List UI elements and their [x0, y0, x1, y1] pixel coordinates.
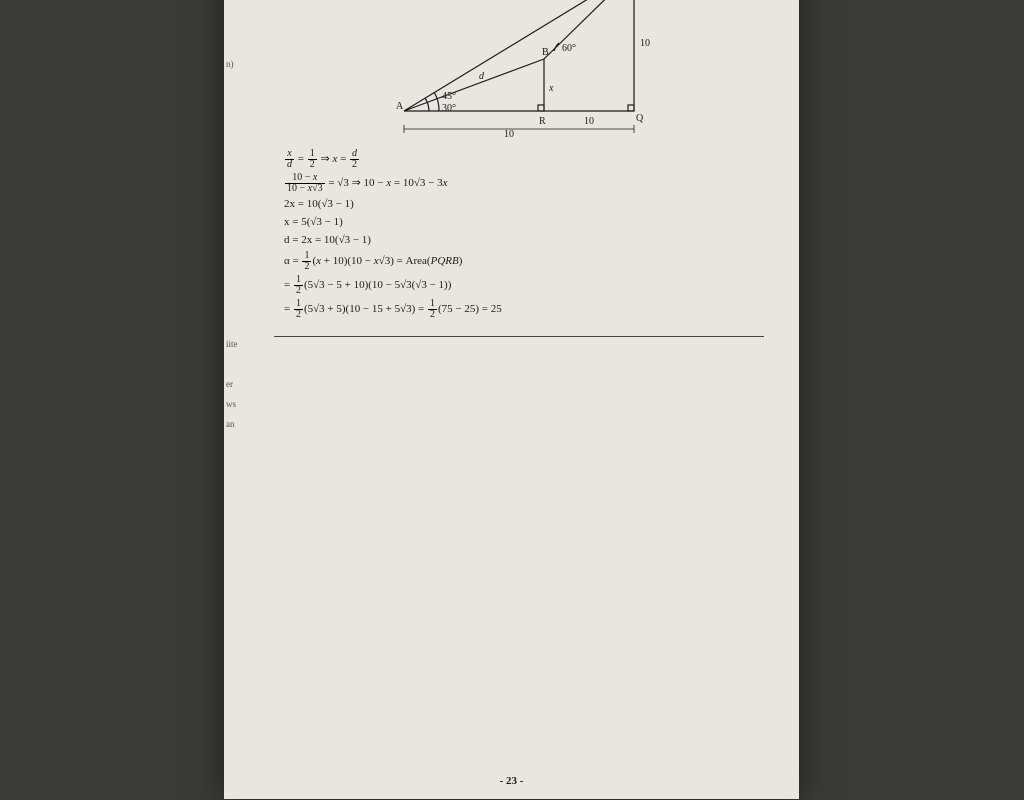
diagram-angle-30: 30°	[442, 103, 456, 114]
diagram-label-B: B	[542, 47, 549, 58]
work-line: = 12(5√3 + 5)(10 − 15 + 5√3) = 12(75 − 2…	[284, 299, 764, 320]
work-line: 2x = 10(√3 − 1)	[284, 197, 764, 212]
solution-work: xd = 12 ⇒ x = d2 10 − x10 − x√3 = √3 ⇒ 1…	[284, 149, 764, 320]
diagram-label-A: A	[396, 101, 404, 112]
work-line: 10 − x10 − x√3 = √3 ⇒ 10 − x = 10√3 − 3x	[284, 173, 764, 194]
diagram-pq-len: 10	[640, 38, 650, 49]
work-line: xd = 12 ⇒ x = d2	[284, 149, 764, 170]
diagram-label-Q: Q	[636, 113, 644, 124]
fragment: iite	[226, 335, 238, 353]
diagram-aq-len: 10	[504, 129, 514, 140]
diagram-d: d	[479, 71, 485, 82]
left-cut-fragments: at ce = n) iite er ws an	[224, 0, 248, 799]
work-line: = 12(5√3 − 5 + 10)(10 − 5√3(√3 − 1))	[284, 275, 764, 296]
fragment: an	[226, 415, 235, 433]
work-line: x = 5(√3 − 1)	[284, 215, 764, 230]
geometry-diagram: A P Q B R 45° 30° 60° 10 10 d x 10	[384, 0, 654, 141]
fragment: ws	[226, 395, 236, 413]
page-number: - 23 -	[224, 774, 799, 789]
footer-rule	[274, 336, 764, 337]
diagram-rq-len: 10	[584, 116, 594, 127]
fragment: er	[226, 375, 233, 393]
diagram-label-R: R	[539, 116, 546, 127]
diagram-x: x	[548, 83, 554, 94]
diagram-angle-60: 60°	[562, 43, 576, 54]
work-line: d = 2x = 10(√3 − 1)	[284, 233, 764, 248]
fragment: n)	[226, 55, 234, 73]
diagram-angle-45: 45°	[442, 91, 456, 102]
page: at ce = n) iite er ws an 18. The angle o…	[224, 0, 799, 799]
work-line: α = 12(x + 10)(10 − x√3) = Area(PQRB)	[284, 251, 764, 272]
